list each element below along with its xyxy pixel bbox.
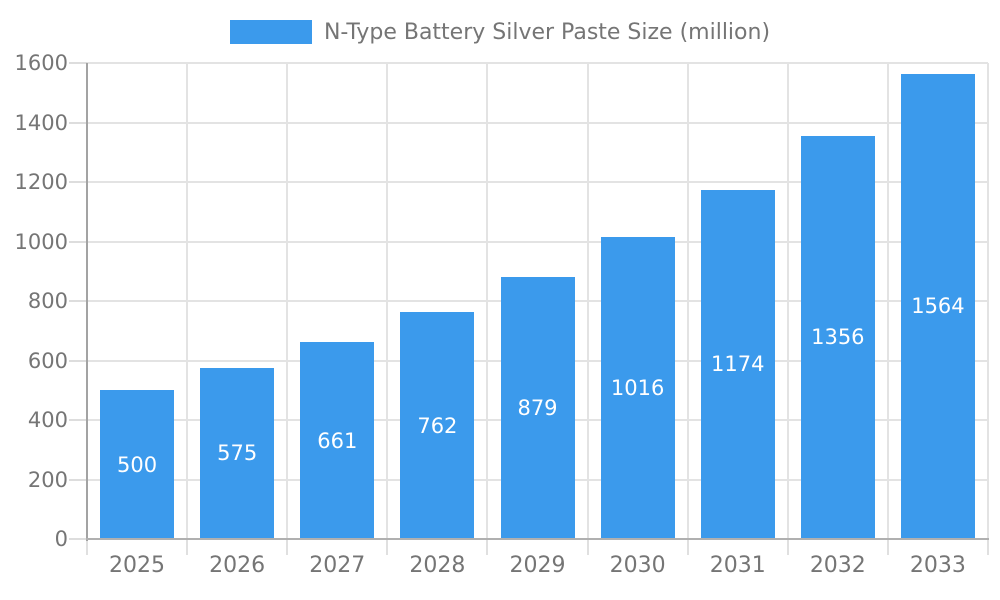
bar-2025[interactable]: 500 <box>100 390 175 539</box>
bar-value-label: 1564 <box>911 294 965 319</box>
y-axis-tick <box>69 478 87 481</box>
x-gridline <box>486 63 489 539</box>
y-axis-tick-label: 800 <box>27 289 68 313</box>
x-gridline <box>786 63 789 539</box>
bar-2028[interactable]: 762 <box>400 312 475 539</box>
y-axis-tick <box>69 62 87 64</box>
x-axis-tick-label: 2027 <box>309 553 366 578</box>
x-axis-line <box>86 538 989 540</box>
x-axis-tick-label: 2025 <box>109 553 166 578</box>
x-gridline <box>886 63 889 539</box>
y-axis-line <box>86 63 88 541</box>
bar-value-label: 1174 <box>710 352 765 377</box>
x-axis-tick <box>286 540 289 555</box>
bar-value-label: 1016 <box>610 375 665 400</box>
x-gridline <box>586 63 589 539</box>
bar-2027[interactable]: 661 <box>300 342 375 539</box>
y-gridline <box>87 121 988 124</box>
y-axis-tick <box>69 300 87 302</box>
x-axis-tick-label: 2028 <box>409 553 466 578</box>
bar-value-label: 661 <box>317 428 358 453</box>
x-gridline <box>186 63 189 539</box>
bar-value-label: 575 <box>217 441 258 466</box>
x-axis-tick-label: 2026 <box>209 553 266 578</box>
x-axis-tick <box>686 540 689 555</box>
bar-2029[interactable]: 879 <box>500 277 575 539</box>
legend-label: N-Type Battery Silver Paste Size (millio… <box>323 19 771 45</box>
x-axis-tick <box>586 540 589 555</box>
legend-swatch[interactable] <box>229 20 312 44</box>
x-axis-tick <box>886 540 889 555</box>
bar-value-label: 762 <box>417 413 458 438</box>
bar-value-label: 500 <box>117 452 158 477</box>
bar-2031[interactable]: 1174 <box>700 189 775 539</box>
bar-2030[interactable]: 1016 <box>600 236 675 539</box>
y-axis-tick <box>69 419 87 421</box>
x-gridline <box>686 63 689 539</box>
y-axis-tick <box>69 240 87 243</box>
x-axis-tick-label: 2030 <box>609 553 666 578</box>
x-axis-tick <box>486 540 489 555</box>
bar-value-label: 1356 <box>811 325 865 350</box>
x-axis-tick <box>386 540 389 555</box>
y-axis-tick <box>69 538 87 540</box>
y-axis-tick-label: 600 <box>27 348 68 373</box>
y-axis-tick-label: 1000 <box>14 229 68 254</box>
x-axis-tick <box>786 540 789 555</box>
bar-2026[interactable]: 575 <box>200 367 275 539</box>
y-axis-tick-label: 400 <box>27 408 68 432</box>
chart-legend[interactable]: N-Type Battery Silver Paste Size (millio… <box>0 18 1000 46</box>
x-axis-tick-label: 2031 <box>709 553 766 578</box>
y-axis-tick <box>69 121 87 124</box>
bar-value-label: 879 <box>517 396 558 421</box>
x-axis-tick-label: 2029 <box>509 553 566 578</box>
y-gridline <box>87 62 988 64</box>
y-axis-tick-label: 1400 <box>14 110 68 135</box>
x-axis-tick <box>987 540 989 555</box>
y-gridline <box>87 240 988 243</box>
x-axis-tick-label: 2032 <box>809 553 866 578</box>
y-axis-tick <box>69 181 87 183</box>
x-gridline <box>987 63 989 539</box>
x-gridline <box>286 63 289 539</box>
y-axis-tick-label: 1600 <box>14 51 68 75</box>
y-axis-tick-label: 200 <box>27 467 68 492</box>
y-axis-tick <box>69 359 87 362</box>
y-axis-tick-label: 0 <box>54 527 68 551</box>
y-axis-tick-label: 1200 <box>14 170 68 194</box>
x-gridline <box>386 63 389 539</box>
x-axis-tick <box>86 540 88 555</box>
bar-2032[interactable]: 1356 <box>800 135 875 539</box>
x-axis-tick-label: 2033 <box>909 553 966 578</box>
x-axis-tick <box>186 540 189 555</box>
bar-2033[interactable]: 1564 <box>900 73 975 539</box>
y-gridline <box>87 181 988 183</box>
